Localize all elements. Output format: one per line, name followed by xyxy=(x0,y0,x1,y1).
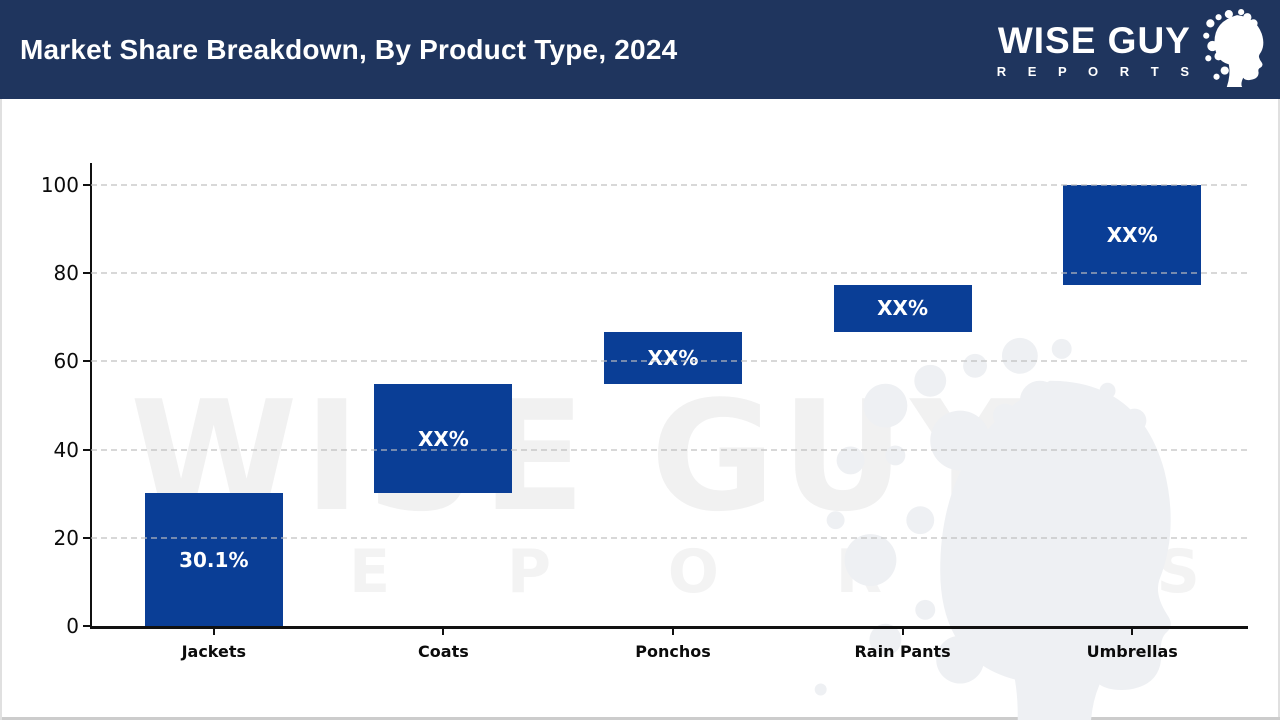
y-tick xyxy=(83,448,90,451)
page-title: Market Share Breakdown, By Product Type,… xyxy=(20,33,678,65)
wise-guy-logo: WISE GUY R E P O R T S xyxy=(991,8,1268,92)
x-tick xyxy=(442,628,445,635)
gridline-60 xyxy=(91,360,1247,363)
bar-value-label: 30.1% xyxy=(179,547,249,572)
x-tick xyxy=(901,628,904,635)
y-tick xyxy=(83,536,90,539)
x-tick-label: Coats xyxy=(418,642,469,661)
x-tick xyxy=(1131,628,1134,635)
x-tick xyxy=(672,628,674,635)
y-tick-label: 60 xyxy=(53,349,79,374)
gridline-80 xyxy=(91,272,1247,275)
bar-value-label: XX% xyxy=(1106,222,1158,247)
x-tick-label: Umbrellas xyxy=(1086,642,1178,661)
y-tick-label: 100 xyxy=(40,173,79,198)
bar-value-label: XX% xyxy=(417,426,469,451)
bar-value-label: XX% xyxy=(877,296,929,321)
bar-value-label: XX% xyxy=(647,346,699,371)
y-tick-label: 80 xyxy=(53,261,79,286)
bar-ponchos: XX% xyxy=(604,332,742,385)
logo-wordmark: WISE GUY xyxy=(997,19,1191,61)
header: Market Share Breakdown, By Product Type,… xyxy=(0,0,1280,99)
chart-canvas: WISE GUY R E P O R T S 30.1% Jacket xyxy=(0,99,1280,720)
gridline-100 xyxy=(91,184,1247,187)
y-tick-label: 40 xyxy=(53,437,79,462)
y-tick xyxy=(83,184,90,187)
x-tick xyxy=(212,628,215,635)
bar-rain-pants: XX% xyxy=(833,284,972,333)
gridline-20 xyxy=(91,536,1247,539)
bar-umbrellas: XX% xyxy=(1063,185,1202,285)
bottom-border xyxy=(2,717,1280,720)
y-tick-label: 0 xyxy=(66,614,79,638)
y-axis-line xyxy=(90,163,92,628)
y-tick xyxy=(83,360,90,363)
x-axis-line xyxy=(90,626,1248,629)
bar-coats: XX% xyxy=(374,384,513,494)
y-tick-label: 20 xyxy=(53,525,79,550)
bar-jackets: 30.1% xyxy=(144,493,283,626)
x-tick-label: Jackets xyxy=(181,642,247,661)
x-tick-label: Rain Pants xyxy=(854,642,951,661)
watermark-dotted-head-icon xyxy=(790,321,1190,720)
y-tick xyxy=(83,625,90,627)
x-tick-label: Ponchos xyxy=(635,642,711,661)
logo-subtext: R E P O R T S xyxy=(996,63,1198,79)
dotted-head-icon xyxy=(1202,9,1268,91)
gridline-40 xyxy=(91,448,1247,451)
y-tick xyxy=(83,272,90,275)
logo-text: WISE GUY R E P O R T S xyxy=(991,22,1198,79)
